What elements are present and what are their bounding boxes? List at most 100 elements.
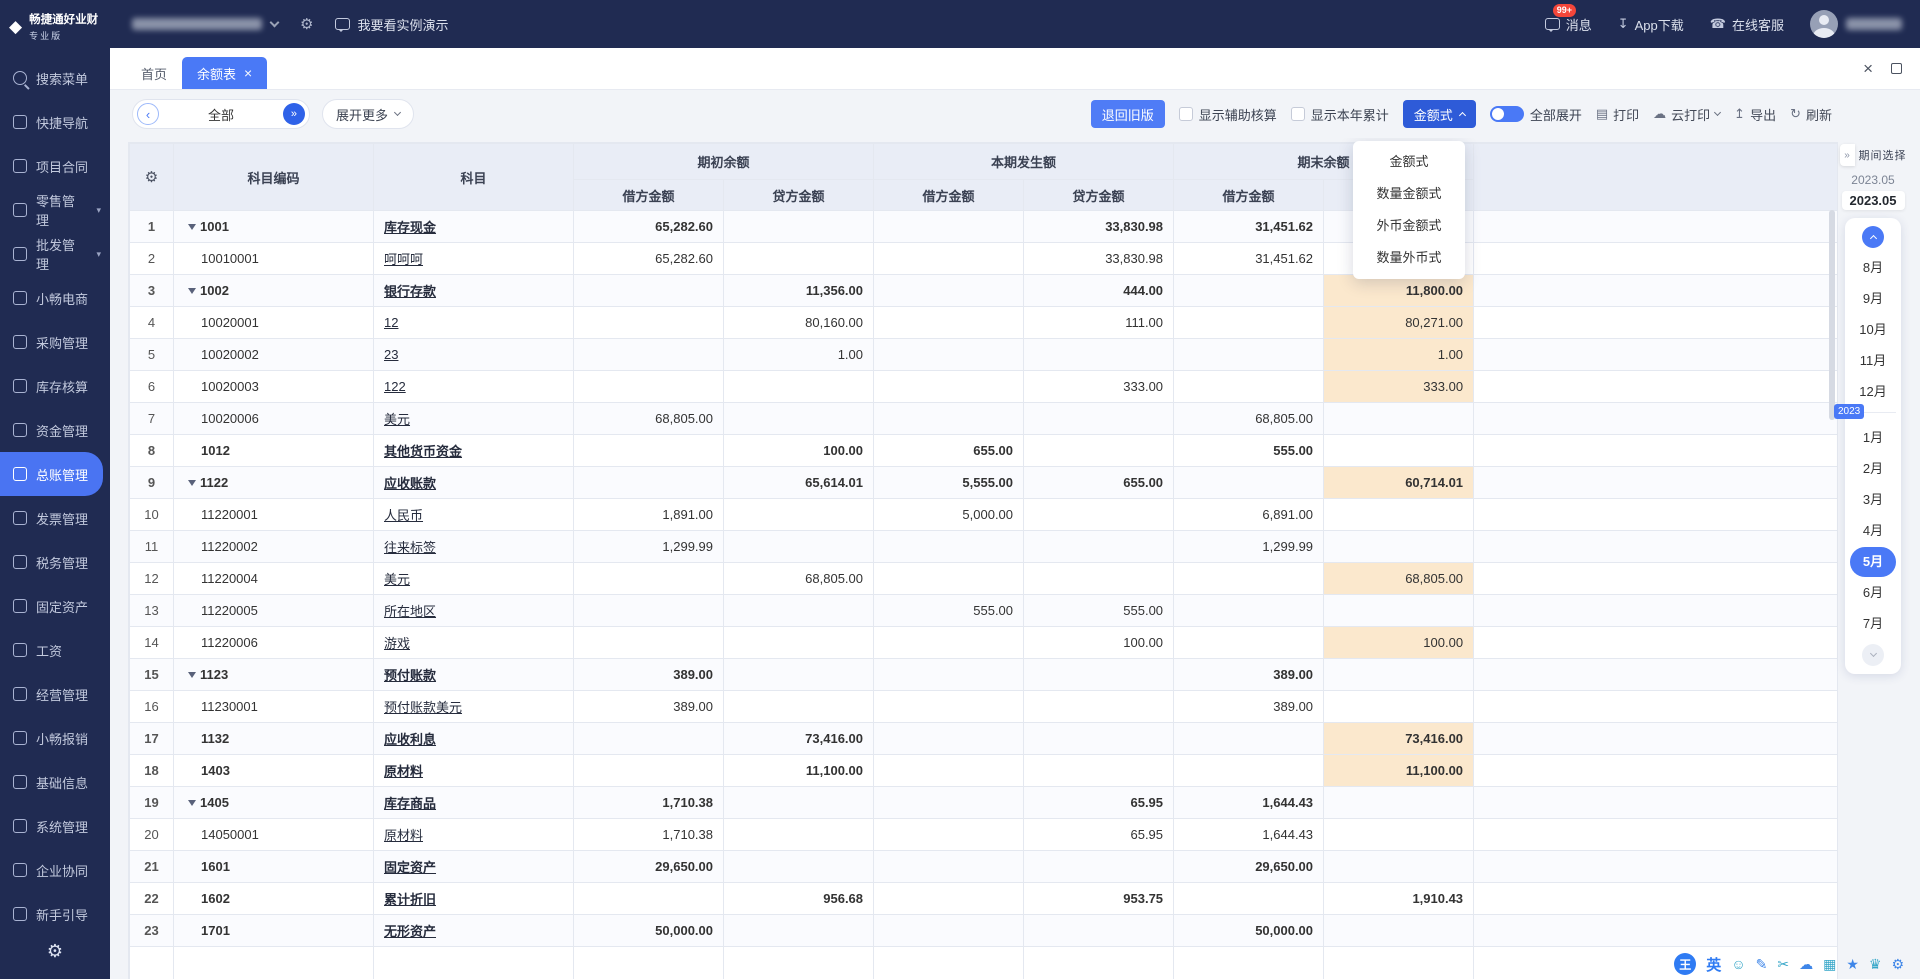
table-row[interactable]: 3 1002 银行存款 11,356.00 444.00 11,800.00: [129, 274, 1837, 307]
subject-name-link[interactable]: 呵呵呵: [384, 252, 424, 267]
column-header-subject[interactable]: 科目: [373, 143, 574, 211]
expand-collapse-icon[interactable]: [188, 800, 196, 810]
table-row[interactable]: 9 1122 应收账款 65,614.01 5,555.00 655.00 60,714.0…: [129, 466, 1837, 499]
month-option[interactable]: 11月: [1859, 353, 1887, 368]
sidebar-item-search-menu[interactable]: 搜索菜单: [0, 56, 110, 100]
format-menu-item[interactable]: 金额式: [1389, 154, 1429, 169]
month-option[interactable]: 5月: [1850, 547, 1896, 577]
subject-name-link[interactable]: 原材料: [384, 828, 424, 843]
messages-button[interactable]: 消息 99+: [1544, 3, 1592, 34]
sidebar-item-salary[interactable]: 工资: [0, 628, 110, 672]
format-menu-item[interactable]: 数量金额式: [1376, 186, 1442, 201]
pen-icon[interactable]: ✎: [1755, 955, 1768, 972]
scissors-icon[interactable]: ✂: [1777, 955, 1790, 972]
export-button[interactable]: ↥ 导出: [1734, 105, 1776, 124]
sidebar-item-expense[interactable]: 小畅报销: [0, 716, 110, 760]
keyboard-icon[interactable]: ▦: [1823, 955, 1837, 972]
sidebar-item-collaboration[interactable]: 企业协同: [0, 848, 110, 892]
month-option[interactable]: 8月: [1862, 260, 1884, 275]
expand-collapse-icon[interactable]: [188, 288, 196, 298]
sidebar-item-ecommerce[interactable]: 小畅电商: [0, 276, 110, 320]
subject-name-link[interactable]: 往来标签: [384, 540, 437, 555]
table-row[interactable]: 20 14050001 原材料 1,710.38 65.95 1,644.43: [129, 818, 1837, 851]
app-download-button[interactable]: ↧ App下载: [1618, 15, 1684, 34]
table-row[interactable]: 11 11220002 往来标签 1,299.99 1,299.99: [129, 530, 1837, 563]
format-menu-item[interactable]: 外币金额式: [1376, 218, 1442, 233]
sidebar-settings-button[interactable]: ⚙: [0, 923, 110, 979]
sidebar-item-basic-info[interactable]: 基础信息: [0, 760, 110, 804]
fullscreen-icon[interactable]: [1891, 63, 1902, 74]
table-row[interactable]: 6 10020003 122 333.00 333.00: [129, 370, 1837, 403]
expand-collapse-icon[interactable]: [188, 480, 196, 490]
table-row[interactable]: 2 10010001 呵呵呵 65,282.60 33,830.98 31,451.62: [129, 242, 1837, 275]
subject-name-link[interactable]: 美元: [384, 412, 411, 427]
ime-language-indicator[interactable]: 英: [1706, 956, 1722, 974]
table-row[interactable]: 8 1012 其他货币资金 100.00 655.00 555.00: [129, 434, 1837, 467]
prev-level-icon[interactable]: ‹: [137, 103, 159, 125]
column-header-credit[interactable]: 贷方金额: [722, 179, 875, 211]
expand-all-toggle[interactable]: 全部展开: [1489, 105, 1582, 124]
sidebar-item-fixed-assets[interactable]: 固定资产: [0, 584, 110, 628]
subject-name-link[interactable]: 12: [384, 315, 399, 330]
gear-icon[interactable]: ⚙: [1891, 955, 1904, 972]
subject-name-link[interactable]: 其他货币资金: [384, 444, 463, 459]
scroll-down-button[interactable]: [1862, 644, 1884, 666]
sidebar-item-general-ledger[interactable]: 总账管理: [0, 452, 103, 496]
subject-name-link[interactable]: 游戏: [384, 636, 411, 651]
table-row[interactable]: 5 10020002 23 1.00 1.00: [129, 338, 1837, 371]
sidebar-item-quick-nav[interactable]: 快捷导航: [0, 100, 110, 144]
table-row[interactable]: 21 1601 固定资产 29,650.00 29,650.00: [129, 850, 1837, 883]
month-option[interactable]: 9月: [1862, 291, 1884, 306]
subject-name-link[interactable]: 人民币: [384, 508, 424, 523]
month-option[interactable]: 2月: [1862, 461, 1884, 476]
table-row[interactable]: 17 1132 应收利息 73,416.00 73,416.00: [129, 722, 1837, 755]
format-dropdown-button[interactable]: 金额式: [1402, 100, 1476, 128]
table-row[interactable]: 16 11230001 预付账款美元 389.00 389.00: [129, 690, 1837, 723]
subject-name-link[interactable]: 无形资产: [384, 924, 437, 939]
company-selector[interactable]: [132, 17, 280, 30]
month-option[interactable]: 7月: [1862, 616, 1884, 631]
column-header-debit[interactable]: 借方金额: [1173, 179, 1325, 211]
cloud-icon[interactable]: ☁: [1799, 955, 1814, 972]
month-option[interactable]: 12月: [1859, 384, 1887, 399]
demo-link[interactable]: 我要看实例演示: [335, 15, 448, 34]
subject-name-link[interactable]: 预付账款: [384, 668, 437, 683]
close-all-tabs-icon[interactable]: ×: [1863, 58, 1873, 78]
table-row[interactable]: 18 1403 原材料 11,100.00 11,100.00: [129, 754, 1837, 787]
month-option[interactable]: 3月: [1862, 492, 1884, 507]
period-range-end[interactable]: 2023.05: [1841, 191, 1905, 210]
sidebar-item-invoice[interactable]: 发票管理: [0, 496, 110, 540]
sidebar-item-funds[interactable]: 资金管理: [0, 408, 110, 452]
column-header-debit[interactable]: 借方金额: [873, 179, 1025, 211]
cloud-print-button[interactable]: ☁ 云打印: [1653, 105, 1722, 124]
sidebar-item-project-contract[interactable]: 项目合同: [0, 144, 110, 188]
subject-name-link[interactable]: 美元: [384, 572, 411, 587]
subject-name-link[interactable]: 应收利息: [384, 732, 437, 747]
scroll-up-button[interactable]: [1862, 226, 1884, 248]
subject-name-link[interactable]: 应收账款: [384, 476, 437, 491]
trophy-icon[interactable]: ♛: [1868, 955, 1882, 972]
subject-name-link[interactable]: 库存现金: [384, 220, 437, 235]
toggle-switch[interactable]: [1489, 106, 1524, 122]
subject-name-link[interactable]: 原材料: [384, 764, 424, 779]
sidebar-item-operations[interactable]: 经营管理: [0, 672, 110, 716]
subject-name-link[interactable]: 122: [384, 379, 406, 394]
table-row[interactable]: 23 1701 无形资产 50,000.00 50,000.00: [129, 914, 1837, 947]
table-row[interactable]: 14 11220006 游戏 100.00 100.00: [129, 626, 1837, 659]
tab-home[interactable]: 首页: [126, 57, 182, 89]
table-row[interactable]: 4 10020001 12 80,160.00 111.00 80,271.00: [129, 306, 1837, 339]
column-header-credit[interactable]: 贷方金额: [1023, 179, 1175, 211]
star-icon[interactable]: ★: [1846, 955, 1859, 972]
month-option[interactable]: 1月: [1862, 430, 1884, 445]
subject-name-link[interactable]: 银行存款: [384, 284, 437, 299]
expand-collapse-icon[interactable]: [188, 672, 196, 682]
table-row[interactable]: 13 11220005 所在地区 555.00 555.00: [129, 594, 1837, 627]
expand-collapse-icon[interactable]: [188, 224, 196, 234]
subject-name-link[interactable]: 预付账款美元: [384, 700, 463, 715]
checkbox-icon[interactable]: [1290, 107, 1305, 121]
tab-balance-sheet[interactable]: 余额表 ×: [182, 57, 268, 89]
table-row[interactable]: 22 1602 累计折旧 956.68 953.75 1,910.43: [129, 882, 1837, 915]
sidebar-item-purchase[interactable]: 采购管理: [0, 320, 110, 364]
table-row[interactable]: 1 1001 库存现金 65,282.60 33,830.98 31,451.62: [129, 210, 1837, 243]
sidebar-item-wholesale[interactable]: 批发管理 ▾: [0, 232, 110, 276]
